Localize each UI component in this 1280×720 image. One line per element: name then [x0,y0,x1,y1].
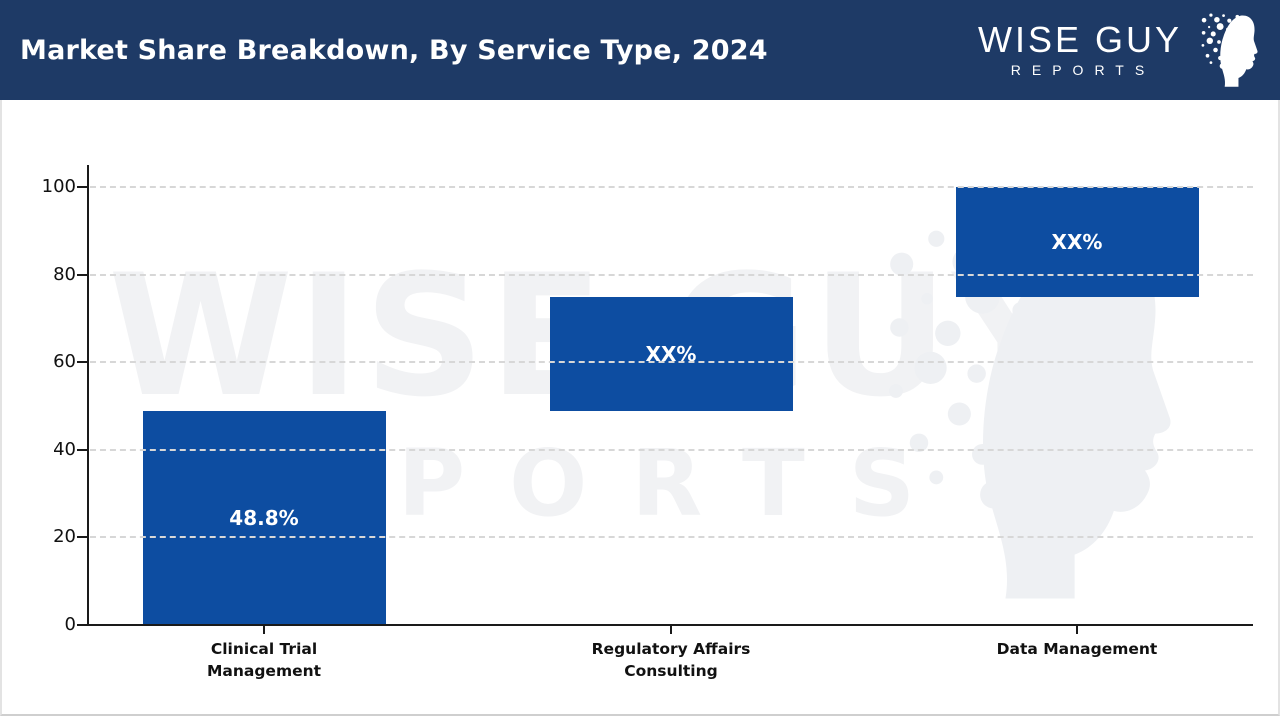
gridline-80 [90,273,1253,276]
y-tick-label-60: 60 [53,351,76,373]
y-tick-mark-0 [77,624,87,626]
brand-logo: WISE GUY REPORTS [978,10,1266,90]
bar-value-label: XX% [1051,229,1103,254]
bar-clinical-trial-management: 48.8% [142,411,386,625]
x-tick-mark-3 [1076,626,1078,634]
y-tick-mark-100 [77,186,87,188]
y-tick-label-40: 40 [53,438,76,460]
y-tick-mark-20 [77,536,87,539]
logo-face-icon [1201,13,1258,87]
y-tick-label-0: 0 [64,614,76,635]
bar-data-management: XX% [955,187,1199,297]
logo-wiseguy-text: WISE GUY [977,19,1182,60]
page-title: Market Share Breakdown, By Service Type,… [20,34,768,66]
bar-regulatory-affairs-consulting: XX% [549,296,793,412]
gridline-100 [90,186,1253,188]
bar-value-label: 48.8% [229,506,299,531]
x-tick-mark-1 [263,626,265,634]
y-tick-label-100: 100 [41,176,76,197]
y-tick-label-20: 20 [53,526,76,548]
x-category-label-3: Data Management [996,640,1158,658]
brand-logo-text: WISE GUY REPORTS [977,19,1182,79]
y-tick-label-80: 80 [53,263,76,285]
header: Market Share Breakdown, By Service Type,… [0,0,1280,100]
y-tick-mark-60 [77,361,87,364]
x-category-label-1: Clinical Trial Management [206,640,322,680]
gridline-60 [90,361,1253,364]
x-tick-mark-2 [670,626,672,634]
gridline-40 [90,448,1253,451]
x-axis-spine [87,624,1253,626]
y-axis-spine [87,165,89,626]
logo-reports-text: REPORTS [1010,62,1156,78]
gridline-20 [90,536,1253,539]
y-tick-mark-80 [77,273,87,276]
x-category-label-2: Regulatory Affairs Consulting [591,640,751,680]
y-tick-mark-40 [77,448,87,451]
